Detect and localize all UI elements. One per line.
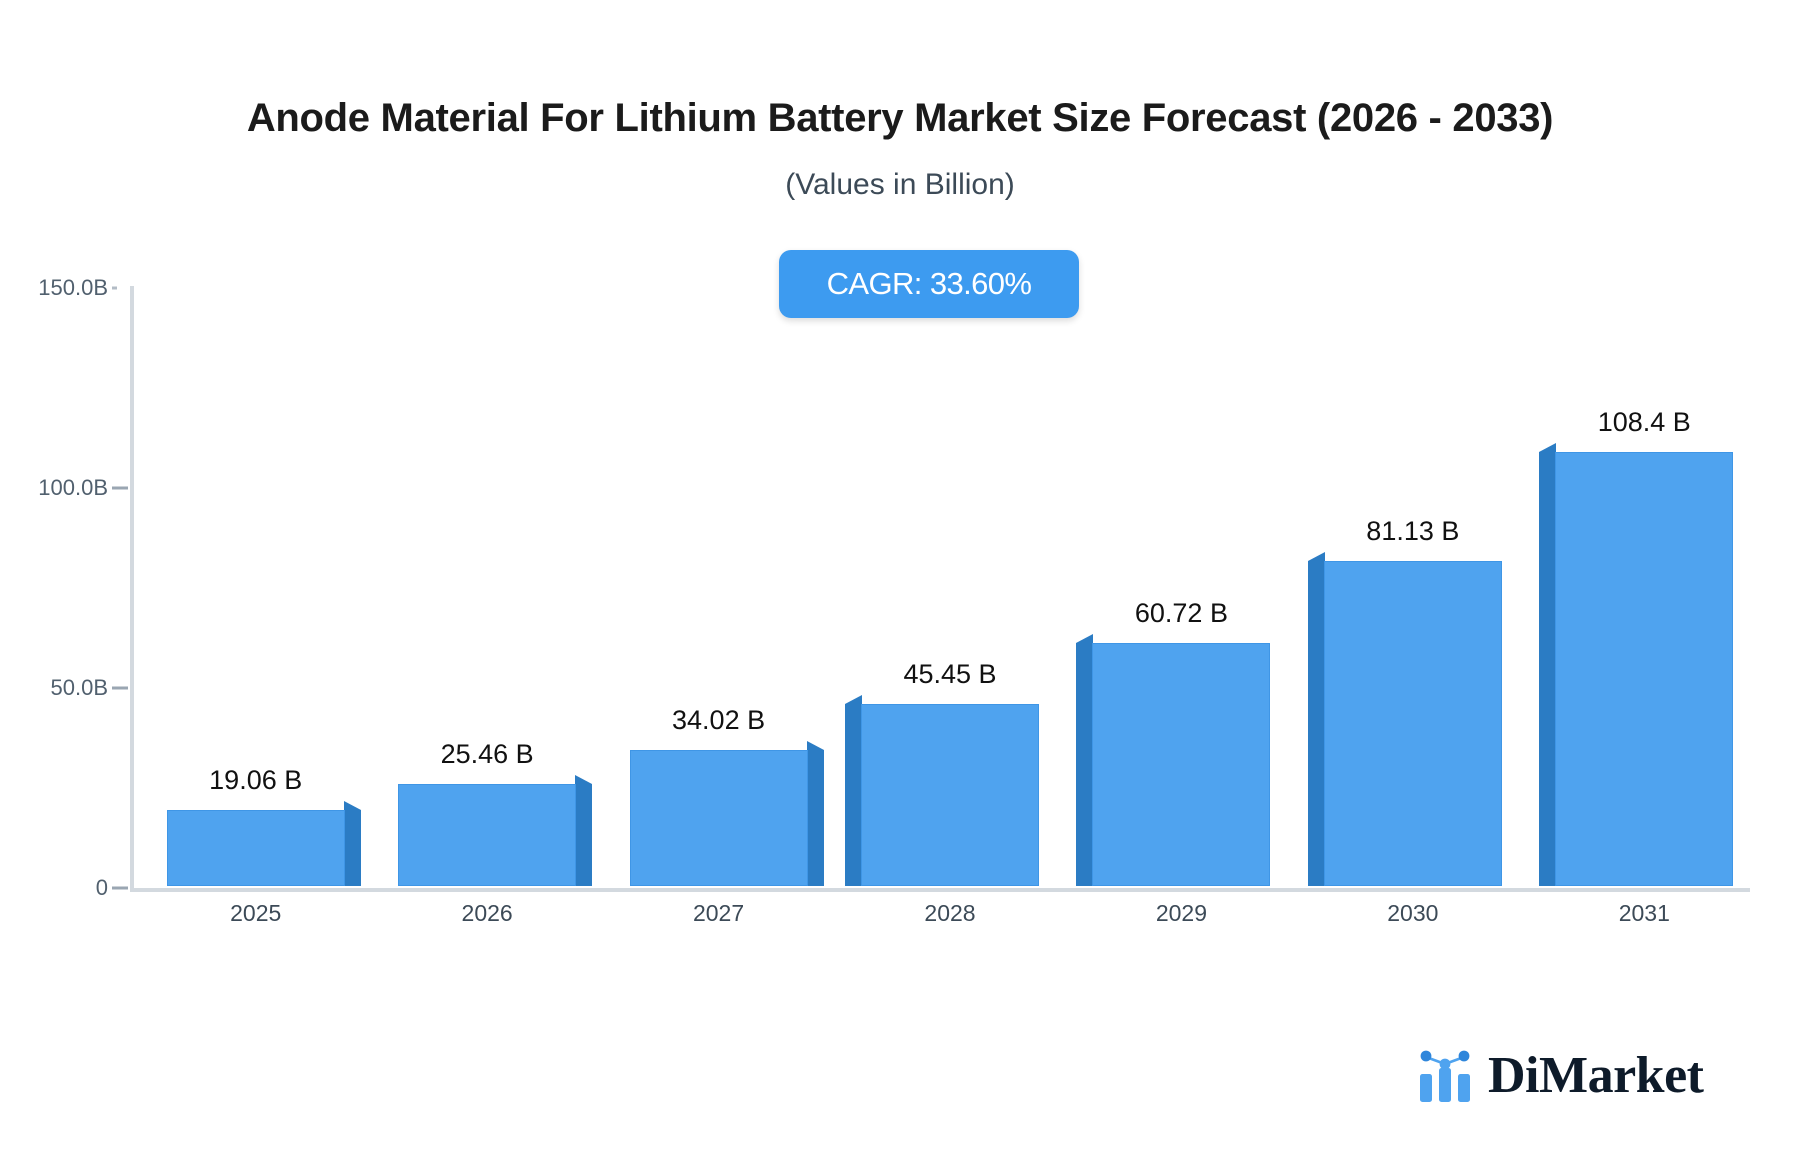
y-axis-tick-mark [112, 286, 117, 290]
x-axis-tick-label: 2028 [924, 900, 976, 926]
bar-column: 19.06 B [166, 765, 361, 886]
chart-subtitle: (Values in Billion) [785, 168, 1015, 201]
x-axis-tick-label: 2030 [1387, 900, 1439, 926]
bar-side-face [1076, 643, 1094, 886]
bar-top-face [1076, 634, 1094, 644]
bar-front-face[interactable] [398, 784, 577, 886]
bar-side-face [806, 749, 824, 886]
y-axis-tick-label: 50.0B [50, 675, 109, 700]
bar-column: 34.02 B [629, 705, 824, 886]
x-axis-tick-label: 2029 [1155, 900, 1208, 926]
bar-column: 108.4 B [1539, 407, 1734, 886]
bar-front-face[interactable] [629, 749, 808, 886]
y-axis-tick-mark [112, 486, 128, 490]
brand-logo: DiMarket [1418, 1044, 1704, 1108]
bar-value-label: 34.02 B [672, 704, 766, 735]
bar-column: 45.45 B [845, 659, 1039, 886]
bar-side-face [1539, 452, 1557, 886]
bar-value-label: 45.45 B [903, 659, 997, 690]
y-axis-tick-marks [112, 286, 132, 890]
bar-top-face [575, 775, 593, 785]
brand-logo-text: DiMarket [1488, 1047, 1704, 1104]
bar-front-face[interactable] [861, 704, 1039, 886]
x-axis-tick-labels: 2025 2026 2027 2028 2029 2030 2031 [130, 900, 1750, 940]
x-axis-tick-label: 2025 [230, 900, 282, 926]
bar-front-face[interactable] [166, 809, 345, 886]
y-axis-line [130, 286, 134, 890]
x-axis-line [130, 888, 1750, 892]
chart-title: Anode Material For Lithium Battery Marke… [246, 96, 1554, 140]
bar-top-face [806, 740, 824, 750]
y-axis-tick-labels: 0 50.0B 100.0B 150.0B [0, 275, 109, 900]
bar-value-label: 25.46 B [440, 739, 534, 770]
plot-area: 19.06 B 25.46 B 34.02 B 45.45 B 60.72 B 81.13… [130, 286, 1750, 892]
bar-chart-trend-icon [1420, 1050, 1470, 1102]
y-axis-tick-label: 0 [95, 875, 108, 900]
bar-side-face [343, 809, 361, 886]
bar-value-label: 19.06 B [209, 764, 303, 795]
bar-top-face [1539, 443, 1557, 453]
bar-value-label: 108.4 B [1597, 407, 1691, 438]
y-axis-tick-mark [112, 686, 128, 690]
y-axis-tick-mark [112, 886, 128, 890]
bar-front-face[interactable] [1555, 452, 1734, 886]
y-axis-tick-label: 100.0B [38, 475, 108, 500]
y-axis-tick-label: 150.0B [38, 275, 108, 300]
bar-top-face [1307, 552, 1325, 562]
bar-side-face [575, 784, 593, 886]
bar-front-face[interactable] [1092, 643, 1271, 886]
cagr-badge: CAGR: 33.60% [779, 250, 1079, 318]
bar-side-face [1307, 561, 1325, 886]
bar-front-face[interactable] [1323, 561, 1502, 886]
bar-top-face [343, 800, 361, 810]
cagr-badge-label: CAGR: 33.60% [826, 266, 1032, 301]
bar-column: 81.13 B [1307, 516, 1502, 886]
bar-value-label: 60.72 B [1134, 598, 1228, 629]
x-axis-tick-label: 2026 [461, 900, 513, 926]
x-axis-tick-label: 2031 [1618, 900, 1670, 926]
bar-value-label: 81.13 B [1366, 516, 1460, 547]
bar-column: 25.46 B [398, 739, 593, 886]
bar-side-face [845, 704, 862, 886]
bar-top-face [845, 695, 862, 705]
bar-column: 60.72 B [1076, 598, 1271, 886]
x-axis-tick-label: 2027 [692, 900, 745, 926]
